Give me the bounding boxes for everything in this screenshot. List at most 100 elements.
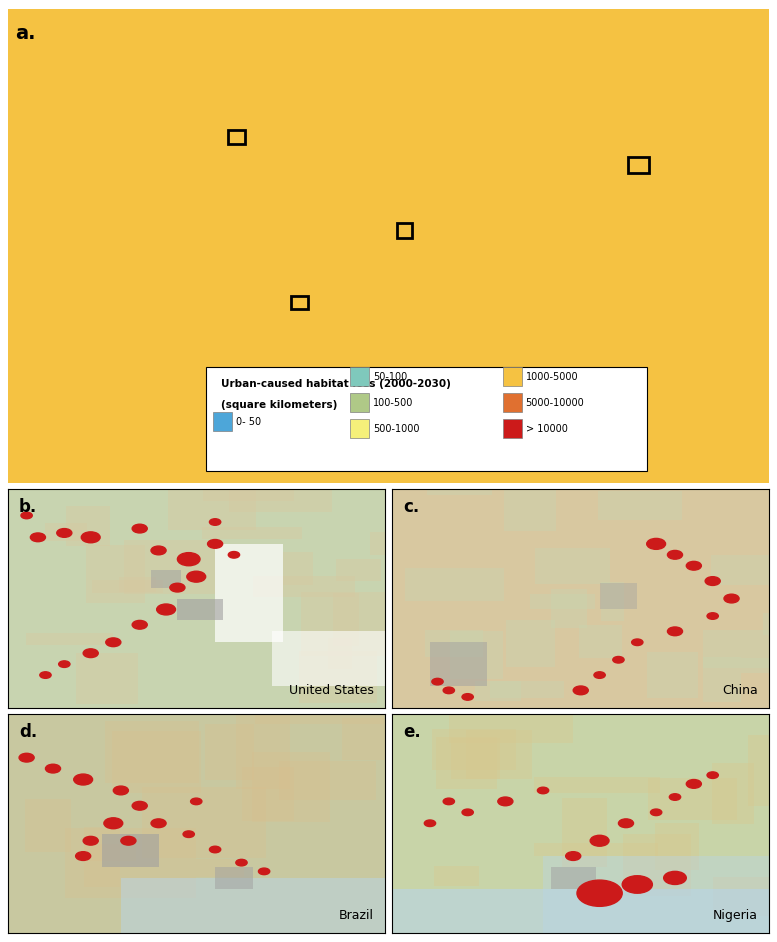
Circle shape	[151, 819, 166, 828]
Bar	[647, 652, 699, 698]
Circle shape	[424, 820, 436, 826]
Bar	[26, 632, 113, 644]
Circle shape	[632, 639, 643, 645]
Circle shape	[104, 818, 123, 829]
Bar	[336, 560, 381, 580]
Bar	[648, 778, 737, 820]
Circle shape	[190, 798, 202, 804]
Bar	[102, 835, 159, 867]
Bar	[84, 844, 136, 861]
Bar	[151, 570, 181, 588]
Bar	[201, 528, 302, 539]
Text: Brazil: Brazil	[339, 909, 374, 921]
Circle shape	[183, 831, 194, 837]
FancyBboxPatch shape	[503, 419, 522, 438]
Bar	[25, 800, 71, 852]
Bar	[543, 856, 769, 933]
Bar	[279, 761, 376, 800]
Circle shape	[622, 876, 653, 893]
Bar	[301, 593, 398, 656]
Text: Urban-caused habitat loss (2000-2030): Urban-caused habitat loss (2000-2030)	[221, 379, 451, 389]
Bar	[628, 156, 649, 172]
Text: United States: United States	[288, 684, 374, 697]
Bar	[712, 763, 754, 823]
Bar	[432, 728, 516, 770]
Bar	[169, 471, 256, 529]
Text: Nigeria: Nigeria	[713, 909, 758, 921]
Bar	[598, 491, 681, 520]
Circle shape	[462, 809, 473, 816]
Circle shape	[577, 880, 622, 906]
Circle shape	[462, 693, 473, 700]
Circle shape	[650, 809, 662, 816]
Bar	[434, 866, 479, 886]
Bar	[272, 631, 385, 686]
Circle shape	[83, 836, 98, 845]
Text: c.: c.	[403, 498, 420, 516]
Bar	[215, 544, 283, 642]
Bar	[506, 620, 555, 667]
FancyBboxPatch shape	[214, 412, 232, 431]
Bar	[204, 724, 254, 780]
FancyBboxPatch shape	[350, 419, 370, 438]
Circle shape	[618, 819, 633, 828]
Bar	[283, 553, 313, 585]
Circle shape	[594, 672, 605, 678]
FancyBboxPatch shape	[503, 393, 522, 412]
Bar	[436, 738, 497, 788]
Circle shape	[57, 528, 71, 537]
Circle shape	[573, 686, 588, 695]
Bar	[427, 471, 492, 495]
Text: 0- 50: 0- 50	[236, 416, 261, 427]
Bar	[449, 700, 573, 742]
FancyBboxPatch shape	[350, 393, 370, 412]
Text: 500-1000: 500-1000	[373, 424, 420, 433]
Bar	[342, 718, 409, 760]
FancyBboxPatch shape	[350, 367, 370, 386]
Circle shape	[132, 802, 148, 810]
Bar	[397, 222, 412, 238]
Circle shape	[21, 512, 33, 519]
Circle shape	[151, 546, 166, 555]
Circle shape	[132, 524, 148, 533]
Text: China: China	[722, 684, 758, 697]
Bar	[392, 889, 769, 933]
Bar	[119, 577, 155, 592]
Circle shape	[706, 577, 720, 585]
Circle shape	[591, 836, 609, 846]
Circle shape	[432, 678, 443, 685]
Bar	[534, 843, 657, 856]
Circle shape	[186, 571, 206, 582]
Bar	[253, 577, 354, 597]
Bar	[535, 548, 610, 584]
Circle shape	[498, 797, 513, 805]
Circle shape	[157, 604, 176, 615]
Bar	[703, 630, 777, 668]
Bar	[228, 131, 245, 143]
Text: 50-100: 50-100	[373, 371, 407, 382]
Text: (square kilometers): (square kilometers)	[221, 400, 337, 411]
Circle shape	[538, 788, 549, 794]
Bar	[451, 630, 503, 678]
Bar	[236, 715, 290, 788]
Bar	[124, 540, 215, 594]
Bar	[425, 629, 483, 658]
Circle shape	[236, 859, 247, 866]
Bar	[298, 652, 377, 704]
Text: 1000-5000: 1000-5000	[525, 371, 578, 382]
Circle shape	[566, 852, 580, 860]
Bar	[740, 658, 777, 674]
Bar	[623, 835, 692, 896]
Bar	[405, 567, 503, 601]
Bar	[490, 681, 564, 698]
Circle shape	[613, 657, 624, 663]
Bar	[430, 642, 486, 686]
Circle shape	[19, 754, 34, 762]
Bar	[291, 297, 308, 310]
Bar	[504, 477, 556, 531]
Bar	[763, 613, 777, 635]
Bar	[105, 722, 199, 783]
Bar	[451, 739, 500, 779]
Text: > 10000: > 10000	[525, 424, 567, 433]
Bar	[475, 681, 521, 701]
